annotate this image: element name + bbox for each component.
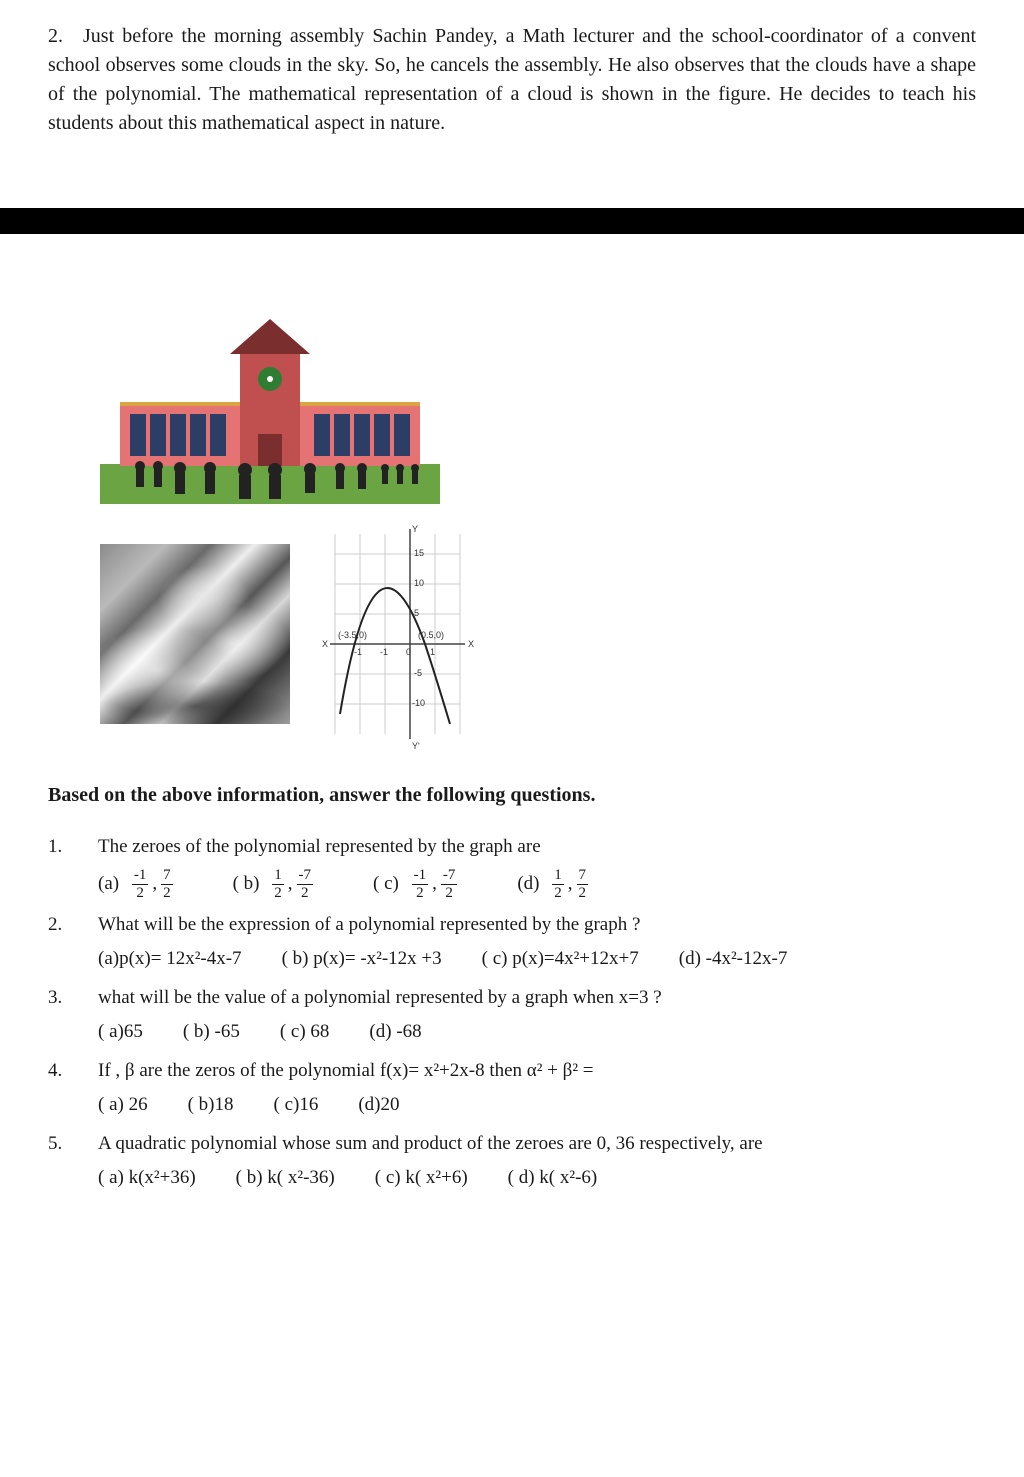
- svg-text:10: 10: [414, 578, 424, 588]
- question-row: 5. A quadratic polynomial whose sum and p…: [48, 1130, 976, 1193]
- cloud-photo: [100, 544, 290, 724]
- question-number: 4.: [48, 1057, 76, 1120]
- question-body: The zeroes of the polynomial represented…: [98, 833, 976, 901]
- option: ( c) p(x)=4x²+12x+7: [482, 945, 639, 974]
- parabola-graph: Y Y' X X 15 10 5 -5 -10 -1 -1 0 1 (-3.5,…: [310, 514, 480, 754]
- svg-text:X: X: [468, 639, 474, 649]
- section-heading: Based on the above information, answer t…: [48, 784, 976, 807]
- questions-block: Based on the above information, answer t…: [0, 754, 1024, 1243]
- question-number: 2.: [48, 911, 76, 974]
- svg-text:1: 1: [430, 647, 435, 657]
- question-number: 5.: [48, 1130, 76, 1193]
- option: ( a)65: [98, 1018, 143, 1047]
- svg-text:-5: -5: [414, 668, 422, 678]
- option: (a)p(x)= 12x²-4x-7: [98, 945, 242, 974]
- option: ( a) k(x²+36): [98, 1164, 196, 1193]
- option: (d) -4x²-12x-7: [679, 945, 788, 974]
- divider-bar: [0, 208, 1024, 234]
- svg-text:(-3.5,0): (-3.5,0): [338, 630, 367, 640]
- question-body: What will be the expression of a polynom…: [98, 911, 976, 974]
- option: ( c) k( x²+6): [375, 1164, 468, 1193]
- option: (d) 12,72: [517, 868, 588, 901]
- question-text: If , β are the zeros of the polynomial f…: [98, 1057, 976, 1086]
- intro-paragraph: 2.Just before the morning assembly Sachi…: [0, 0, 1024, 168]
- option: ( b)18: [188, 1091, 234, 1120]
- svg-text:5: 5: [414, 608, 419, 618]
- options-row: (a) -12,72 ( b) 12,-72 ( c) -12,-72 (d) 12,…: [98, 868, 976, 901]
- svg-text:(0.5,0): (0.5,0): [418, 630, 444, 640]
- question-number: 3.: [48, 984, 76, 1047]
- svg-text:15: 15: [414, 548, 424, 558]
- intro-number: 2.: [48, 25, 63, 47]
- options-row: ( a) k(x²+36) ( b) k( x²-36) ( c) k( x²+6)…: [98, 1164, 976, 1193]
- question-body: what will be the value of a polynomial r…: [98, 984, 976, 1047]
- svg-text:Y: Y: [412, 524, 418, 534]
- lower-illustrations: Y Y' X X 15 10 5 -5 -10 -1 -1 0 1 (-3.5,…: [100, 514, 480, 754]
- option: ( c)16: [274, 1091, 319, 1120]
- option: ( b) k( x²-36): [236, 1164, 335, 1193]
- question-list: 1. The zeroes of the polynomial represent…: [48, 833, 976, 1193]
- question-row: 1. The zeroes of the polynomial represent…: [48, 833, 976, 901]
- option: ( c) 68: [280, 1018, 330, 1047]
- svg-text:0: 0: [406, 647, 411, 657]
- option: (d)20: [358, 1091, 399, 1120]
- options-row: ( a) 26 ( b)18 ( c)16 (d)20: [98, 1091, 976, 1120]
- option: ( d) k( x²-6): [508, 1164, 598, 1193]
- intro-text: Just before the morning assembly Sachin …: [48, 25, 976, 134]
- question-body: A quadratic polynomial whose sum and pro…: [98, 1130, 976, 1193]
- illustrations: Y Y' X X 15 10 5 -5 -10 -1 -1 0 1 (-3.5,…: [0, 294, 1024, 754]
- question-row: 2. What will be the expression of a polyn…: [48, 911, 976, 974]
- options-row: (a)p(x)= 12x²-4x-7 ( b) p(x)= -x²-12x +3 (…: [98, 945, 976, 974]
- options-row: ( a)65 ( b) -65 ( c) 68 (d) -68: [98, 1018, 976, 1047]
- svg-text:Y': Y': [412, 741, 420, 751]
- svg-text:-1: -1: [354, 647, 362, 657]
- question-number: 1.: [48, 833, 76, 901]
- question-row: 4. If , β are the zeros of the polynomial…: [48, 1057, 976, 1120]
- page: 2.Just before the morning assembly Sachi…: [0, 0, 1024, 1243]
- option: ( c) -12,-72: [373, 868, 457, 901]
- option: ( b) 12,-72: [233, 868, 313, 901]
- question-row: 3. what will be the value of a polynomial…: [48, 984, 976, 1047]
- option: ( a) 26: [98, 1091, 148, 1120]
- svg-text:-1: -1: [380, 647, 388, 657]
- question-text: A quadratic polynomial whose sum and pro…: [98, 1130, 976, 1159]
- question-text: What will be the expression of a polynom…: [98, 911, 976, 940]
- option: (a) -12,72: [98, 868, 173, 901]
- question-text: what will be the value of a polynomial r…: [98, 984, 976, 1013]
- option: ( b) p(x)= -x²-12x +3: [282, 945, 442, 974]
- question-body: If , β are the zeros of the polynomial f…: [98, 1057, 976, 1120]
- svg-text:X: X: [322, 639, 328, 649]
- option: ( b) -65: [183, 1018, 240, 1047]
- question-text: The zeroes of the polynomial represented…: [98, 833, 976, 862]
- svg-text:-10: -10: [412, 698, 425, 708]
- option: (d) -68: [369, 1018, 421, 1047]
- school-illustration: [100, 294, 440, 504]
